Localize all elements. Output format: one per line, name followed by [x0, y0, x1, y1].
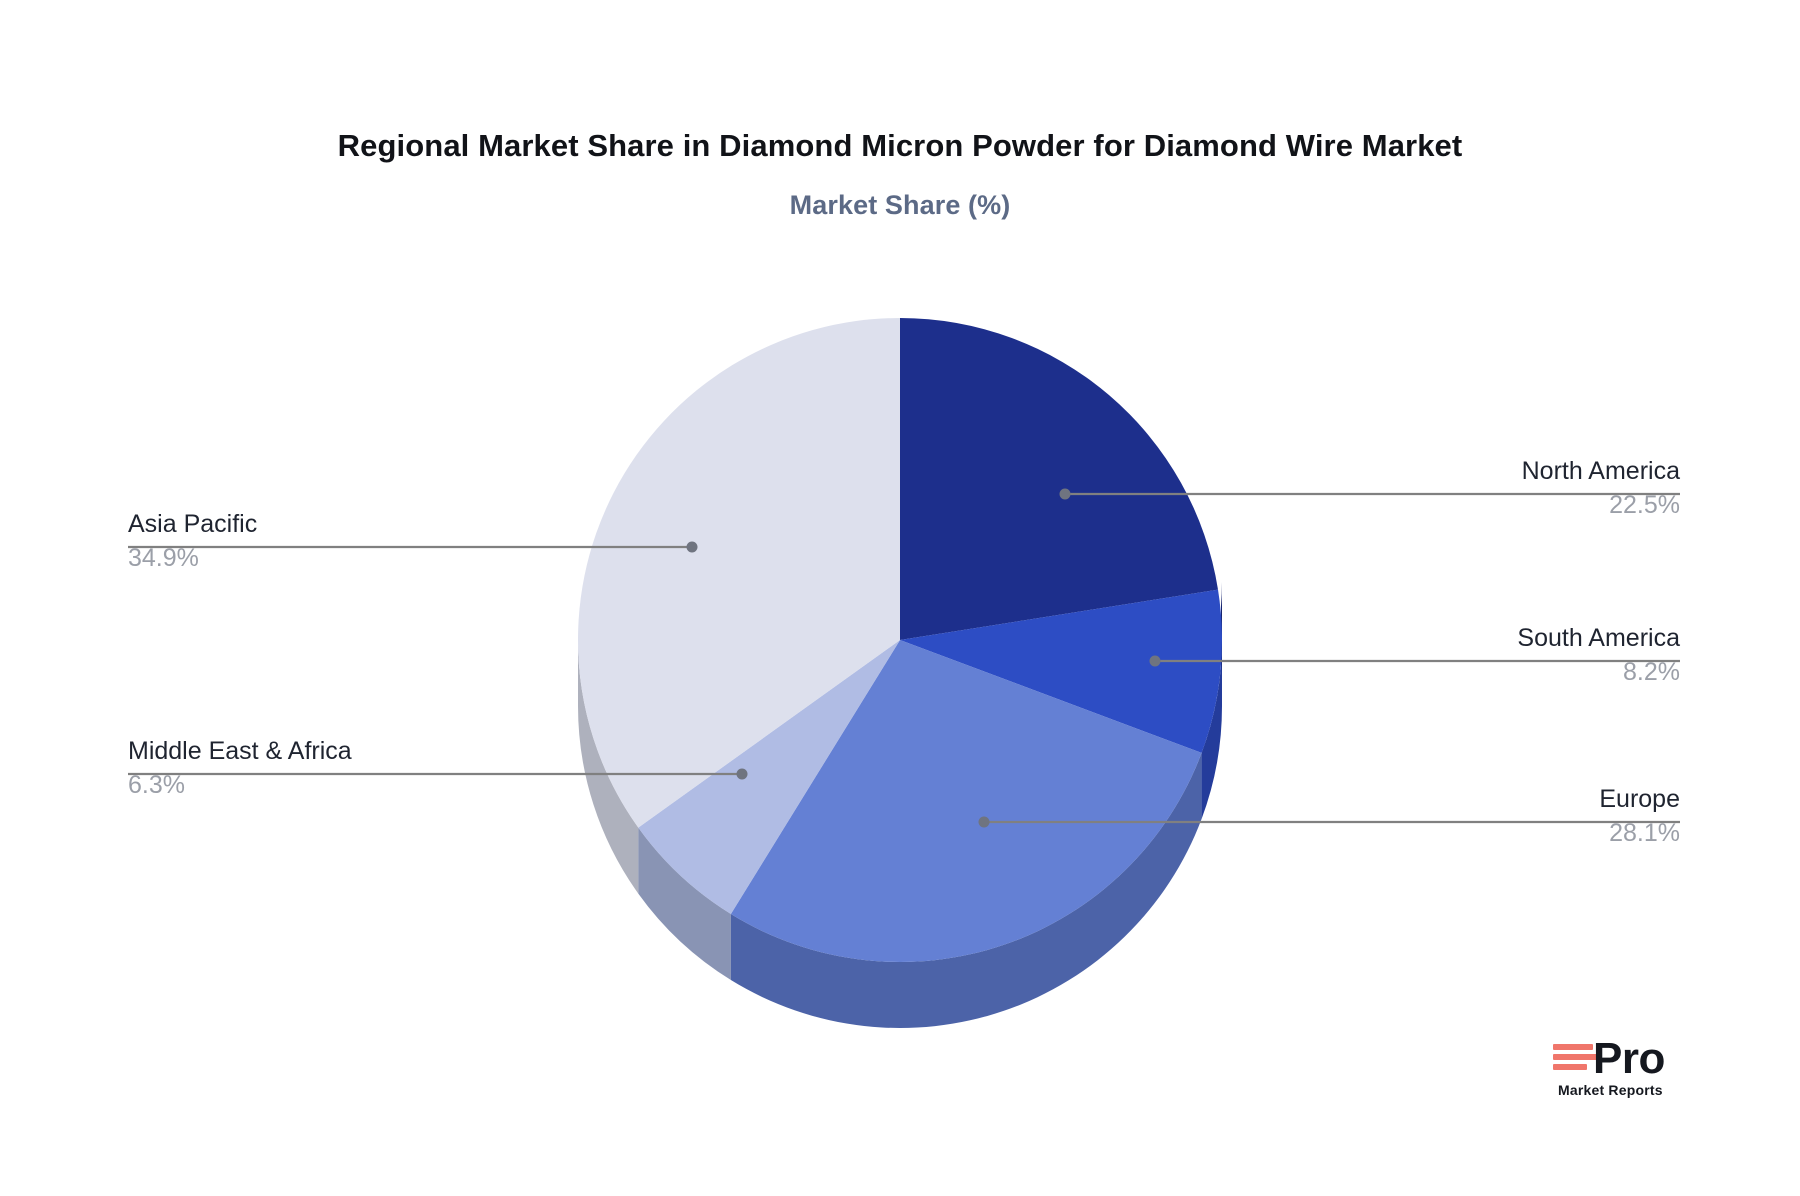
chart-subtitle: Market Share (%): [789, 190, 1011, 220]
pie-depth-middle-east-africa: [638, 827, 731, 980]
pie-leader-lines: [128, 492, 1680, 824]
logo-tagline: Market Reports: [1558, 1082, 1663, 1098]
chart-title: Regional Market Share in Diamond Micron …: [337, 128, 1463, 163]
leader-dot-middle-east: [736, 768, 748, 780]
brand-logo: Pro Market Reports: [1553, 1034, 1693, 1100]
pie-label-europe-name: Europe: [1599, 785, 1680, 813]
leader-dot-north-america: [1059, 488, 1071, 500]
pie-slice-middle-east-africa[interactable]: [638, 640, 900, 914]
pie-slice-south-america[interactable]: [900, 589, 1222, 753]
pie-depth-asia-pacific: [578, 640, 639, 894]
pie-label-south-america-value: 8.2%: [1623, 657, 1680, 686]
pie-slice-europe[interactable]: [730, 640, 1202, 963]
logo-bars-icon: [1553, 1044, 1599, 1080]
pie-label-europe[interactable]: Europe 28.1%: [1280, 783, 1680, 850]
pie-depth-europe: [730, 752, 1202, 1029]
pie-label-north-america-name: North America: [1521, 457, 1680, 485]
pie-leader-dots: [686, 488, 1161, 828]
pie-slices: [578, 318, 1222, 963]
leader-dot-south-america: [1149, 655, 1161, 667]
logo-wordmark: Pro: [1593, 1034, 1665, 1083]
pie-label-europe-value: 28.1%: [1609, 818, 1680, 847]
pie-slice-north-america[interactable]: [900, 318, 1218, 640]
pie-label-south-america[interactable]: South America 8.2%: [1280, 622, 1680, 689]
pie-label-middle-east-africa-value: 6.3%: [128, 770, 185, 799]
pie-depth-south-america: [1201, 640, 1222, 819]
pie-label-asia-pacific[interactable]: Asia Pacific 34.9%: [128, 508, 628, 575]
pie-label-south-america-name: South America: [1517, 624, 1680, 652]
pie-label-middle-east-africa-name: Middle East & Africa: [128, 737, 352, 765]
leader-dot-asia-pacific: [686, 541, 698, 553]
pie-label-north-america[interactable]: North America 22.5%: [1280, 455, 1680, 522]
pie-slice-asia-pacific[interactable]: [578, 318, 900, 828]
leader-dot-europe: [978, 816, 990, 828]
pie-label-north-america-value: 22.5%: [1609, 490, 1680, 519]
pie-label-asia-pacific-name: Asia Pacific: [128, 510, 258, 538]
pie-label-asia-pacific-value: 34.9%: [128, 543, 199, 572]
pie-label-middle-east-africa[interactable]: Middle East & Africa 6.3%: [128, 735, 628, 802]
